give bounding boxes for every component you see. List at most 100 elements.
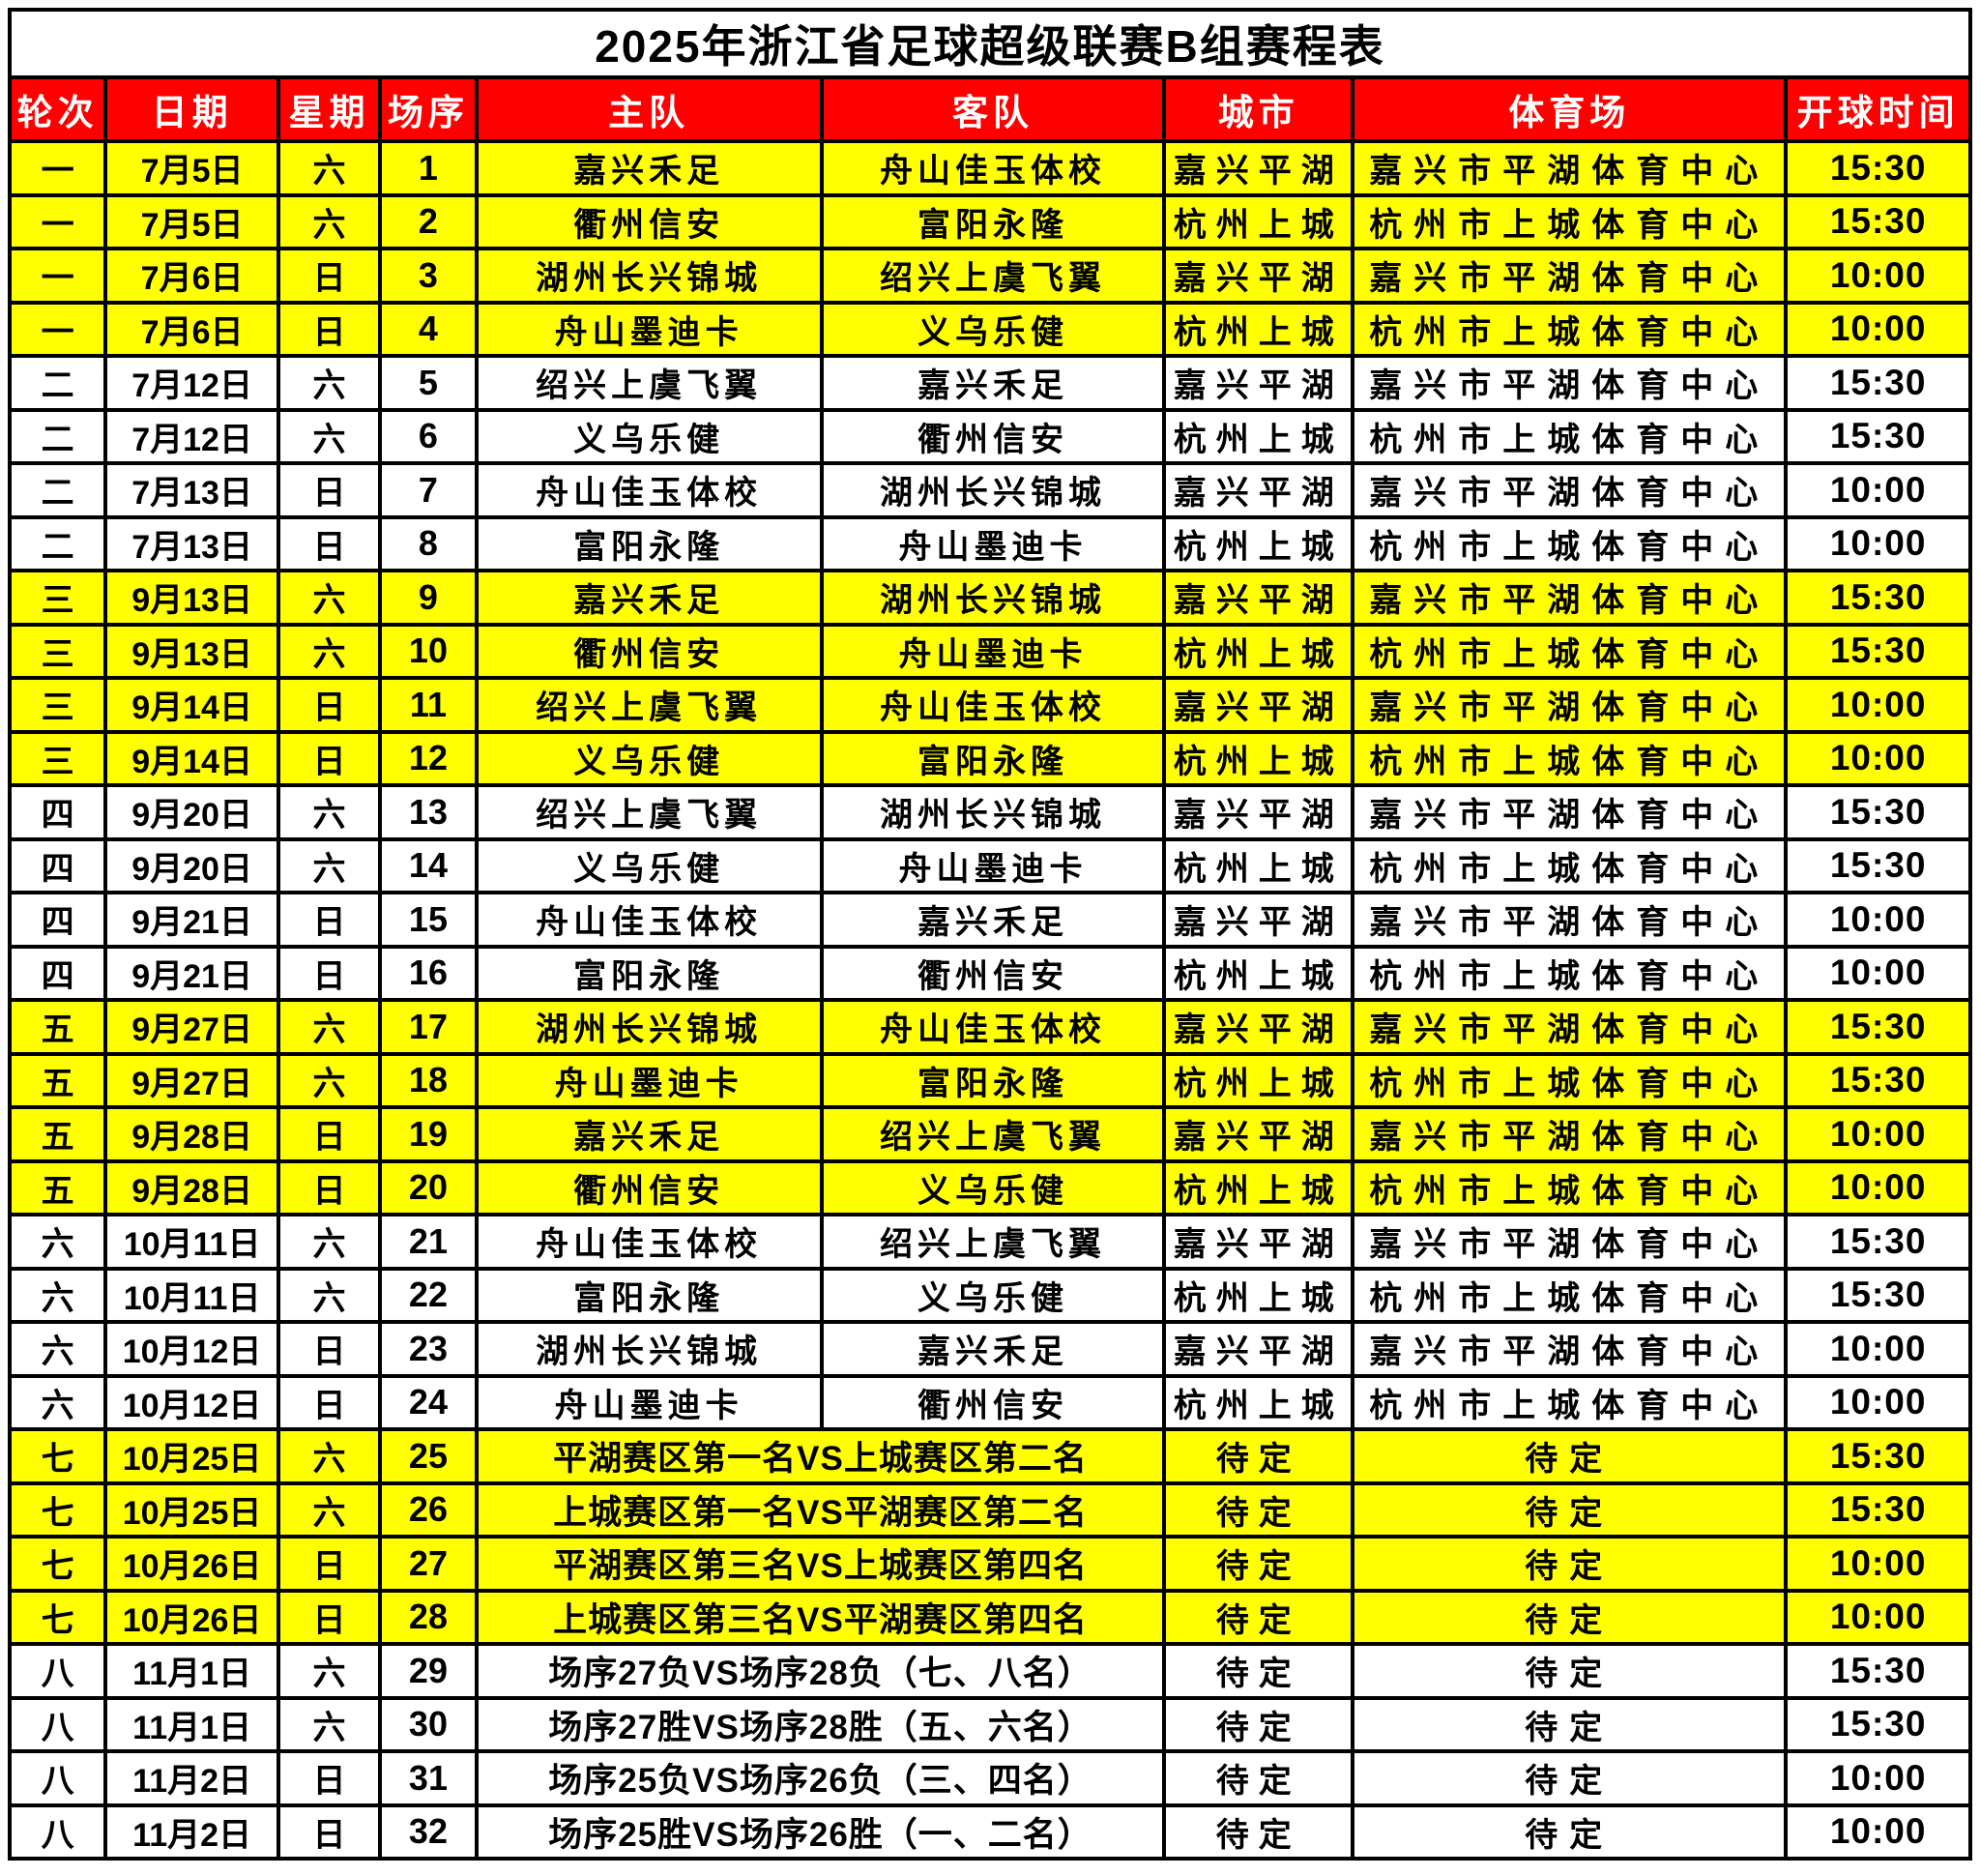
column-header-kickoff: 开球时间 bbox=[1784, 75, 1972, 143]
cell-round: 四 bbox=[7, 891, 108, 949]
cell-weekday: 六 bbox=[276, 1695, 383, 1753]
cell-city: 杭州上城 bbox=[1162, 1266, 1355, 1324]
cell-date: 7月13日 bbox=[103, 461, 280, 519]
cell-away-team: 舟山佳玉体校 bbox=[819, 998, 1167, 1056]
table-row: 八 11月2日日 32 场序25胜VS场序26胜（一、二名） 待定 待定 10:00 bbox=[7, 1803, 1972, 1861]
cell-away-team: 衢州信安 bbox=[819, 1373, 1167, 1431]
cell-stadium: 待定 bbox=[1351, 1535, 1789, 1593]
cell-round: 七 bbox=[7, 1535, 108, 1593]
column-header-stadium: 体育场 bbox=[1351, 75, 1789, 143]
cell-home-team: 舟山佳玉体校 bbox=[474, 1213, 824, 1271]
cell-away-team: 嘉兴禾足 bbox=[819, 354, 1167, 412]
cell-city: 嘉兴平湖 bbox=[1162, 569, 1355, 627]
table-row: 五 9月28日日 20 衢州信安 义乌乐健 杭州上城 杭州市上城体育中心 10:00 bbox=[7, 1158, 1972, 1216]
cell-weekday: 六 bbox=[276, 622, 383, 680]
cell-home-team: 绍兴上虞飞翼 bbox=[474, 783, 824, 841]
cell-stadium: 嘉兴市平湖体育中心 bbox=[1351, 569, 1789, 627]
cell-match-no: 24 bbox=[378, 1373, 479, 1431]
table-row: 三 9月14日日 11 绍兴上虞飞翼 舟山佳玉体校 嘉兴平湖 嘉兴市平湖体育中心 10:00 bbox=[7, 676, 1972, 734]
cell-city: 杭州上城 bbox=[1162, 622, 1355, 680]
cell-city: 待定 bbox=[1162, 1749, 1355, 1807]
cell-round: 六 bbox=[7, 1373, 108, 1431]
cell-away-team: 义乌乐健 bbox=[819, 1266, 1167, 1324]
cell-stadium: 杭州市上城体育中心 bbox=[1351, 1051, 1789, 1109]
table-row: 一 7月5日六 1 嘉兴禾足 舟山佳玉体校 嘉兴平湖 嘉兴市平湖体育中心 15:30 bbox=[7, 139, 1972, 197]
cell-date: 10月11日 bbox=[103, 1266, 280, 1324]
cell-time: 10:00 bbox=[1784, 1320, 1972, 1378]
cell-weekday: 日 bbox=[276, 1588, 383, 1646]
cell-date: 7月5日 bbox=[103, 192, 280, 250]
cell-round: 八 bbox=[7, 1749, 108, 1807]
cell-time: 10:00 bbox=[1784, 1105, 1972, 1163]
cell-matchup: 平湖赛区第三名VS上城赛区第四名 bbox=[474, 1535, 1167, 1593]
table-row: 七 10月26日日 27 平湖赛区第三名VS上城赛区第四名 待定 待定 10:00 bbox=[7, 1535, 1972, 1593]
cell-date: 7月6日 bbox=[103, 247, 280, 305]
cell-date: 10月11日 bbox=[103, 1213, 280, 1271]
cell-time: 10:00 bbox=[1784, 461, 1972, 519]
cell-city: 待定 bbox=[1162, 1695, 1355, 1753]
cell-home-team: 绍兴上虞飞翼 bbox=[474, 354, 824, 412]
cell-match-no: 4 bbox=[378, 300, 479, 358]
cell-time: 10:00 bbox=[1784, 300, 1972, 358]
table-row: 五 9月27日六 18 舟山墨迪卡 富阳永隆 杭州上城 杭州市上城体育中心 15:30 bbox=[7, 1051, 1972, 1109]
cell-city: 嘉兴平湖 bbox=[1162, 783, 1355, 841]
cell-round: 六 bbox=[7, 1320, 108, 1378]
cell-stadium: 待定 bbox=[1351, 1480, 1789, 1539]
cell-stadium: 嘉兴市平湖体育中心 bbox=[1351, 461, 1789, 519]
cell-home-team: 湖州长兴锦城 bbox=[474, 1320, 824, 1378]
cell-weekday: 日 bbox=[276, 514, 383, 572]
cell-stadium: 杭州市上城体育中心 bbox=[1351, 192, 1789, 250]
cell-time: 10:00 bbox=[1784, 1373, 1972, 1431]
cell-city: 待定 bbox=[1162, 1642, 1355, 1700]
cell-away-team: 义乌乐健 bbox=[819, 300, 1167, 358]
title-row: 2025年浙江省足球超级联赛B组赛程表 bbox=[8, 8, 1972, 79]
table-row: 二 7月13日日 8 富阳永隆 舟山墨迪卡 杭州上城 杭州市上城体育中心 10:00 bbox=[7, 514, 1972, 572]
cell-date: 9月13日 bbox=[103, 622, 280, 680]
column-header-home: 主队 bbox=[474, 75, 824, 143]
cell-matchup: 场序25负VS场序26负（三、四名） bbox=[474, 1749, 1167, 1807]
cell-home-team: 义乌乐健 bbox=[474, 836, 824, 894]
cell-date: 11月2日 bbox=[103, 1803, 280, 1861]
cell-home-team: 富阳永隆 bbox=[474, 1266, 824, 1324]
cell-weekday: 六 bbox=[276, 836, 383, 894]
cell-date: 9月20日 bbox=[103, 836, 280, 894]
cell-home-team: 富阳永隆 bbox=[474, 944, 824, 1002]
cell-round: 八 bbox=[7, 1695, 108, 1753]
cell-home-team: 绍兴上虞飞翼 bbox=[474, 676, 824, 734]
cell-home-team: 湖州长兴锦城 bbox=[474, 998, 824, 1056]
column-header-away: 客队 bbox=[819, 75, 1167, 143]
cell-away-team: 绍兴上虞飞翼 bbox=[819, 1105, 1167, 1163]
cell-stadium: 杭州市上城体育中心 bbox=[1351, 407, 1789, 465]
cell-weekday: 日 bbox=[276, 461, 383, 519]
cell-time: 15:30 bbox=[1784, 1642, 1972, 1700]
table-row: 三 9月13日六 10 衢州信安 舟山墨迪卡 杭州上城 杭州市上城体育中心 15:30 bbox=[7, 622, 1972, 680]
cell-stadium: 嘉兴市平湖体育中心 bbox=[1351, 998, 1789, 1056]
cell-match-no: 20 bbox=[378, 1158, 479, 1216]
cell-home-team: 衢州信安 bbox=[474, 1158, 824, 1216]
cell-date: 7月12日 bbox=[103, 354, 280, 412]
cell-match-no: 3 bbox=[378, 247, 479, 305]
cell-time: 15:30 bbox=[1784, 354, 1972, 412]
cell-city: 杭州上城 bbox=[1162, 192, 1355, 250]
table-row: 四 9月20日六 14 义乌乐健 舟山墨迪卡 杭州上城 杭州市上城体育中心 15:30 bbox=[7, 836, 1972, 894]
cell-date: 9月27日 bbox=[103, 998, 280, 1056]
cell-home-team: 嘉兴禾足 bbox=[474, 1105, 824, 1163]
cell-stadium: 嘉兴市平湖体育中心 bbox=[1351, 247, 1789, 305]
cell-away-team: 嘉兴禾足 bbox=[819, 1320, 1167, 1378]
cell-home-team: 衢州信安 bbox=[474, 622, 824, 680]
table-row: 二 7月12日六 6 义乌乐健 衢州信安 杭州上城 杭州市上城体育中心 15:30 bbox=[7, 407, 1972, 465]
cell-weekday: 日 bbox=[276, 1105, 383, 1163]
cell-stadium: 嘉兴市平湖体育中心 bbox=[1351, 354, 1789, 412]
cell-away-team: 舟山墨迪卡 bbox=[819, 836, 1167, 894]
cell-home-team: 嘉兴禾足 bbox=[474, 139, 824, 197]
cell-city: 嘉兴平湖 bbox=[1162, 1320, 1355, 1378]
cell-time: 10:00 bbox=[1784, 514, 1972, 572]
column-header-city: 城市 bbox=[1162, 75, 1355, 143]
cell-stadium: 杭州市上城体育中心 bbox=[1351, 300, 1789, 358]
cell-matchup: 平湖赛区第一名VS上城赛区第二名 bbox=[474, 1427, 1167, 1485]
cell-weekday: 日 bbox=[276, 676, 383, 734]
cell-round: 七 bbox=[7, 1480, 108, 1539]
cell-stadium: 待定 bbox=[1351, 1803, 1789, 1861]
cell-time: 15:30 bbox=[1784, 139, 1972, 197]
cell-match-no: 15 bbox=[378, 891, 479, 949]
